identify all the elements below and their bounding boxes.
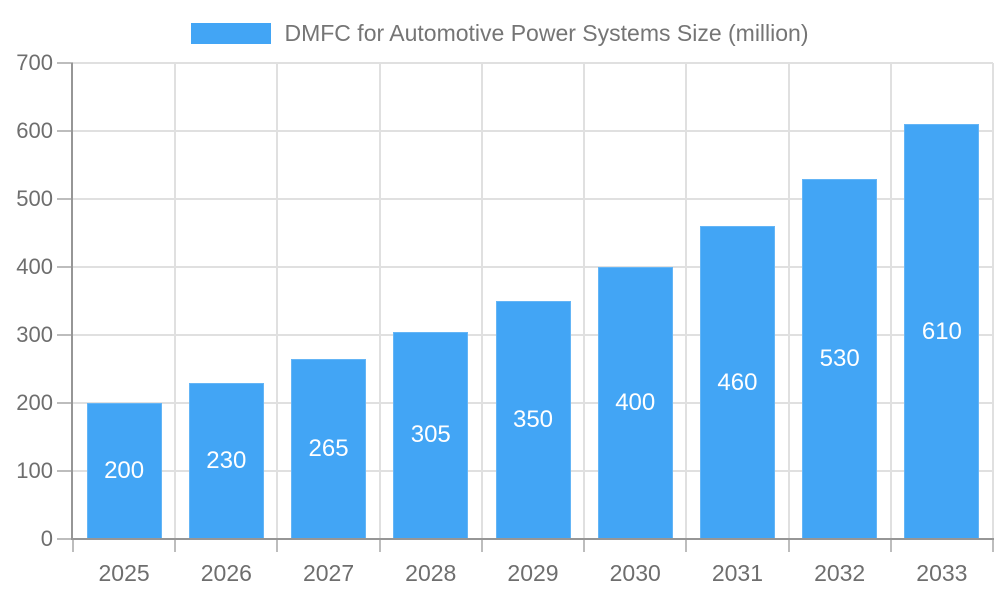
x-axis-label: 2033 [916,560,968,586]
gridline-v [992,63,994,539]
x-axis-label: 2028 [405,560,457,586]
x-tick [174,539,177,552]
gridline-h [73,62,993,64]
bar [188,382,264,539]
legend-item[interactable]: DMFC for Automotive Power Systems Size (… [191,20,809,47]
y-tick [57,402,73,404]
y-axis-label: 100 [16,458,53,483]
bar [495,301,571,539]
bar-value-label: 350 [512,406,554,433]
x-tick [583,539,586,552]
x-tick [787,539,790,552]
legend: DMFC for Automotive Power Systems Size (… [0,20,1000,47]
gridline-h [73,130,993,132]
gridline-v [889,63,892,539]
bar-value-label: 400 [615,389,656,416]
bar [699,226,775,539]
y-axis-line [71,63,73,540]
x-tick [685,539,688,552]
bar-value-label: 200 [104,457,145,484]
y-tick [57,334,73,336]
bar-value-label: 610 [921,317,962,345]
bar-value-label: 530 [819,344,860,372]
bar [393,331,469,539]
bar-value-label: 305 [410,421,451,449]
gridline-v [583,63,586,539]
x-axis-label: 2030 [609,560,661,586]
gridline-h [73,266,993,268]
x-axis-label: 2025 [98,560,150,586]
y-axis-label: 500 [16,186,53,211]
x-tick [276,539,279,552]
legend-label: DMFC for Automotive Power Systems Size (… [284,20,809,46]
bar [904,124,980,539]
x-axis-label: 2026 [200,560,252,586]
gridline-v [378,63,381,539]
bar-value-label: 265 [308,434,349,462]
x-axis-line [71,538,994,540]
bar-value-label: 460 [717,368,758,396]
y-axis-label: 400 [16,254,53,279]
gridline-v [480,63,483,539]
y-tick [57,538,73,540]
x-tick [72,539,74,552]
gridline-v [174,63,177,539]
x-tick [889,539,892,552]
x-axis-label: 2031 [711,560,764,586]
y-axis-label: 600 [16,118,53,143]
bar [291,358,367,539]
x-axis-label: 2032 [814,560,866,586]
bar [597,267,673,539]
gridline-h [73,198,993,200]
x-tick [378,539,381,552]
y-axis-label: 300 [16,322,53,347]
bar-value-label: 230 [206,446,247,474]
y-tick [57,62,73,64]
x-axis-label: 2027 [302,560,355,586]
bar [802,178,878,539]
y-tick [57,198,73,200]
gridline-v [787,63,790,539]
y-tick [57,266,73,268]
x-tick [480,539,483,552]
y-tick [57,130,73,132]
y-axis-label: 700 [16,50,53,75]
bar [86,403,162,539]
y-axis-label: 0 [40,526,53,551]
y-axis-label: 200 [16,390,53,415]
gridline-v [276,63,279,539]
x-axis-label: 2029 [507,560,559,586]
y-tick [57,470,73,472]
legend-swatch [191,23,272,44]
gridline-v [685,63,688,539]
x-tick [992,539,994,552]
